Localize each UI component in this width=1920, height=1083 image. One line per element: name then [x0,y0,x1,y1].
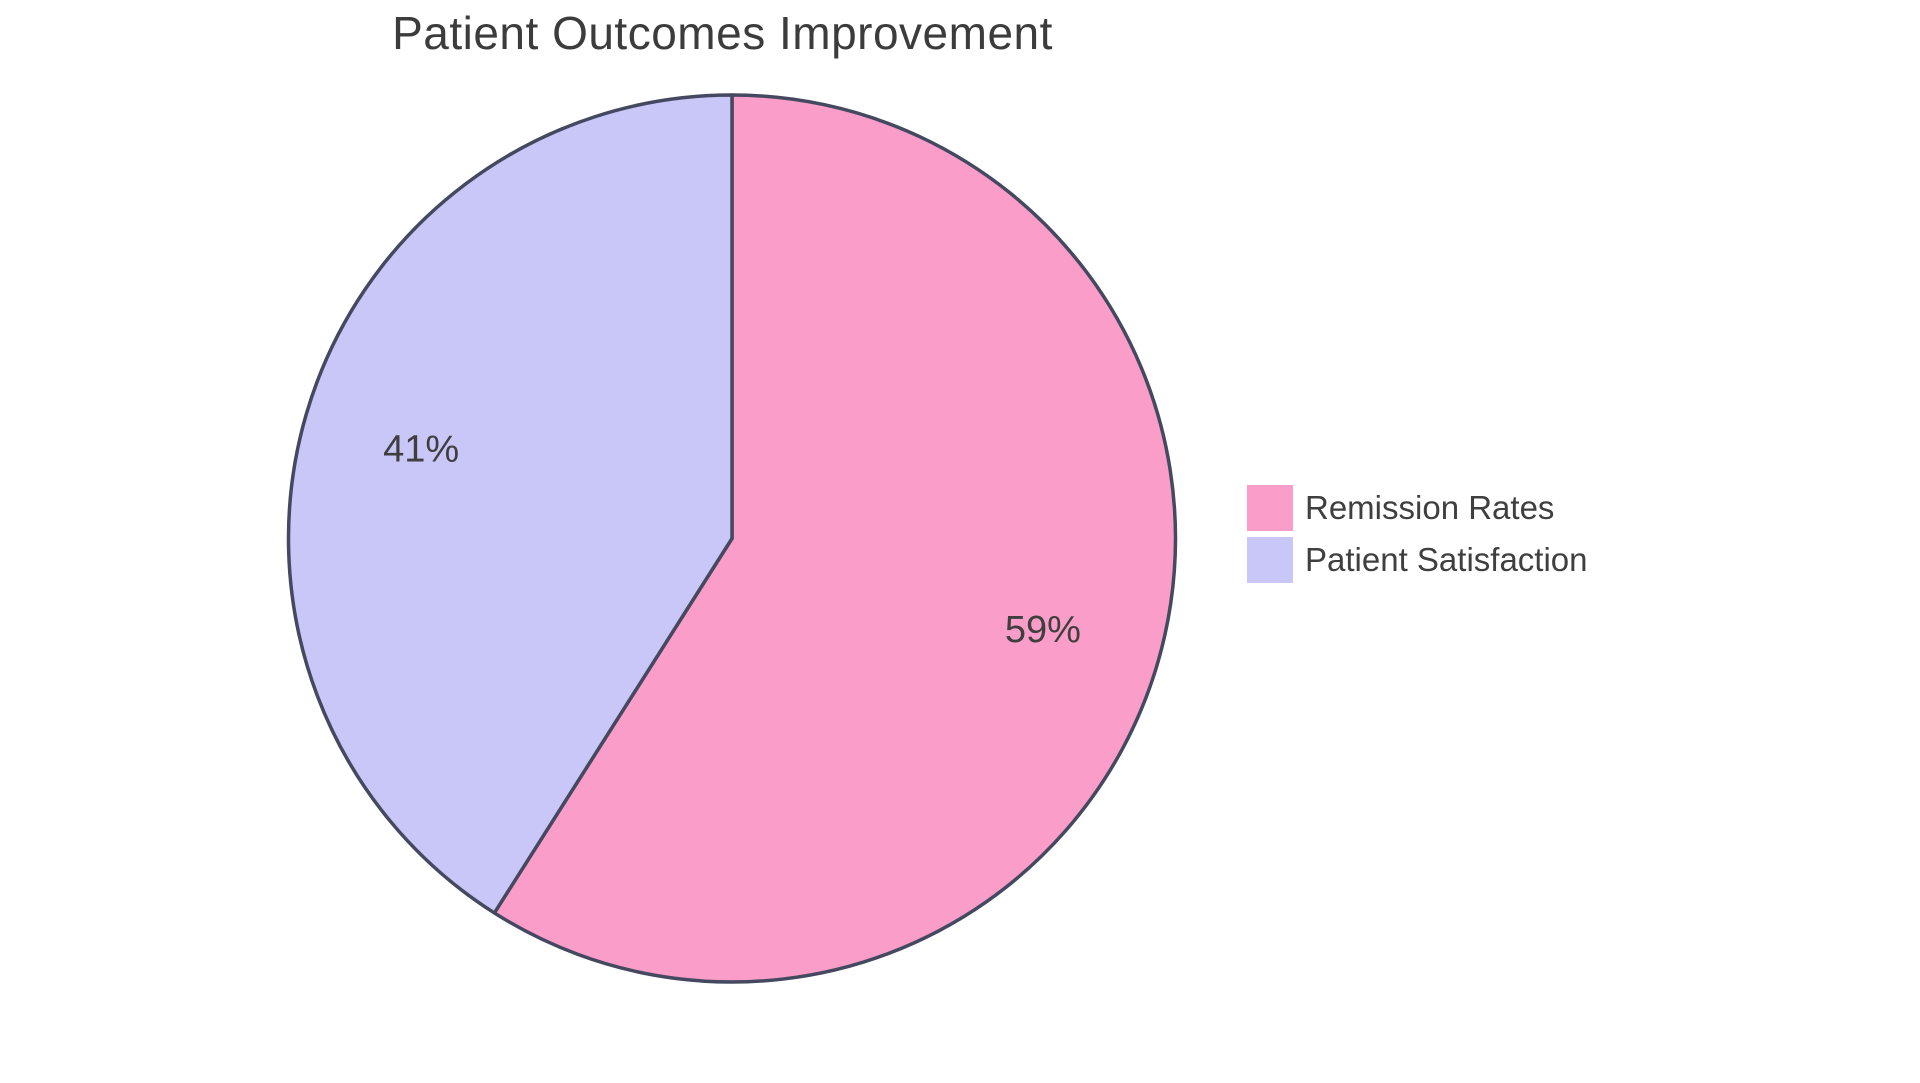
pie-percent-label-patient-satisfaction: 41% [383,429,459,471]
legend-swatch-patient-satisfaction [1247,537,1293,583]
chart-title: Patient Outcomes Improvement [392,7,1053,59]
legend: Remission Rates Patient Satisfaction [1247,485,1588,583]
pie-percent-label-remission-rates: 59% [1005,609,1081,651]
legend-item-patient-satisfaction: Patient Satisfaction [1247,537,1588,583]
legend-label-remission-rates: Remission Rates [1305,489,1555,526]
legend-label-patient-satisfaction: Patient Satisfaction [1305,541,1588,578]
legend-item-remission-rates: Remission Rates [1247,485,1588,531]
legend-swatch-remission-rates [1247,485,1293,531]
pie-slice-remission-rates [492,93,1178,984]
pie-slice-patient-satisfaction [286,93,734,915]
